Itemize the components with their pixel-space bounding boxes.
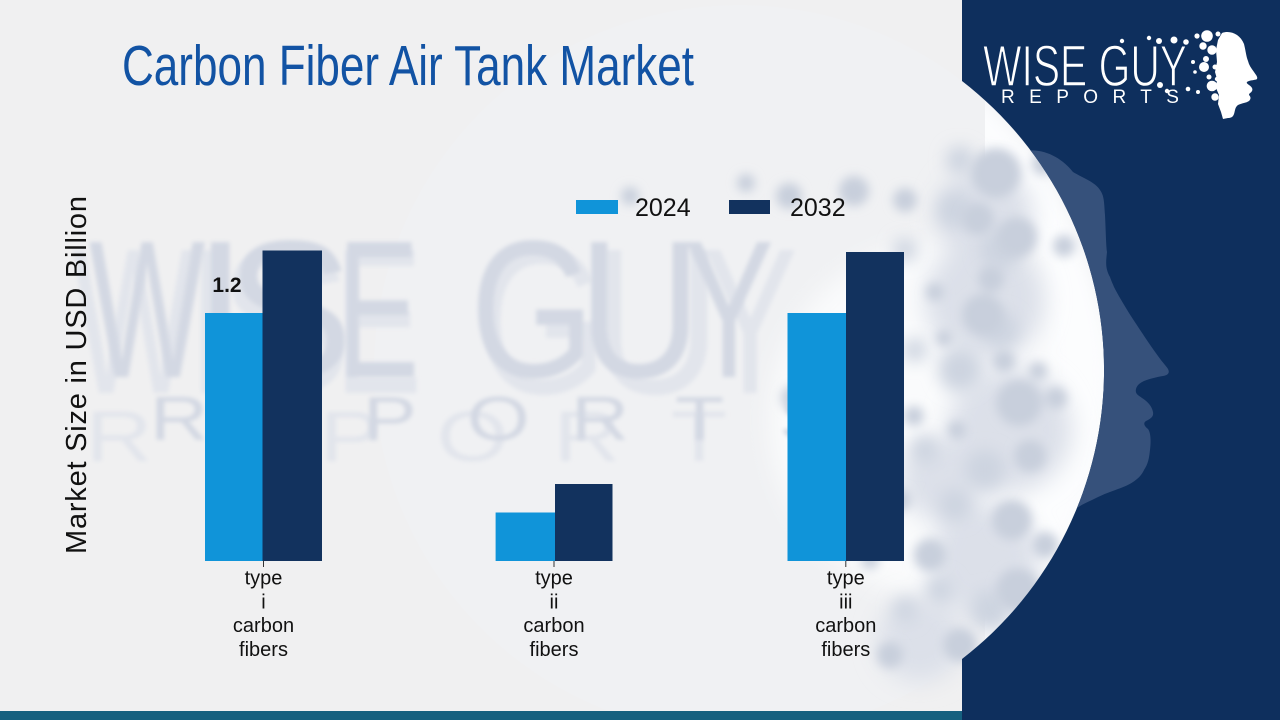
svg-text:U: U xyxy=(578,200,702,419)
svg-text:fibers: fibers xyxy=(821,639,870,661)
svg-text:U: U xyxy=(590,206,721,438)
svg-text:2024: 2024 xyxy=(635,194,691,222)
svg-text:ii: ii xyxy=(550,592,559,614)
svg-text:1.2: 1.2 xyxy=(212,274,241,297)
svg-text:E: E xyxy=(337,200,419,419)
svg-text:WISE GUY: WISE GUY xyxy=(983,34,1187,99)
svg-text:Market Size in USD Billion: Market Size in USD Billion xyxy=(61,196,93,554)
svg-text:Y: Y xyxy=(684,200,774,419)
svg-text:iii: iii xyxy=(839,592,852,614)
svg-text:type: type xyxy=(535,568,573,590)
svg-text:carbon: carbon xyxy=(523,615,584,637)
svg-text:type: type xyxy=(827,568,865,590)
svg-text:carbon: carbon xyxy=(233,615,294,637)
svg-text:G: G xyxy=(470,200,595,419)
svg-text:Y: Y xyxy=(703,205,798,437)
svg-text:fibers: fibers xyxy=(530,639,579,661)
svg-text:E: E xyxy=(335,205,422,437)
svg-text:Carbon Fiber Air Tank Market: Carbon Fiber Air Tank Market xyxy=(122,34,694,98)
svg-text:carbon: carbon xyxy=(815,615,876,637)
svg-text:2032: 2032 xyxy=(790,194,846,222)
svg-text:type: type xyxy=(245,568,283,590)
svg-text:fibers: fibers xyxy=(239,639,288,661)
svg-text:REPORTS: REPORTS xyxy=(1001,87,1193,108)
svg-text:G: G xyxy=(476,206,609,438)
svg-text:i: i xyxy=(261,592,265,614)
svg-text:W: W xyxy=(72,205,195,437)
svg-text:W: W xyxy=(89,200,205,419)
